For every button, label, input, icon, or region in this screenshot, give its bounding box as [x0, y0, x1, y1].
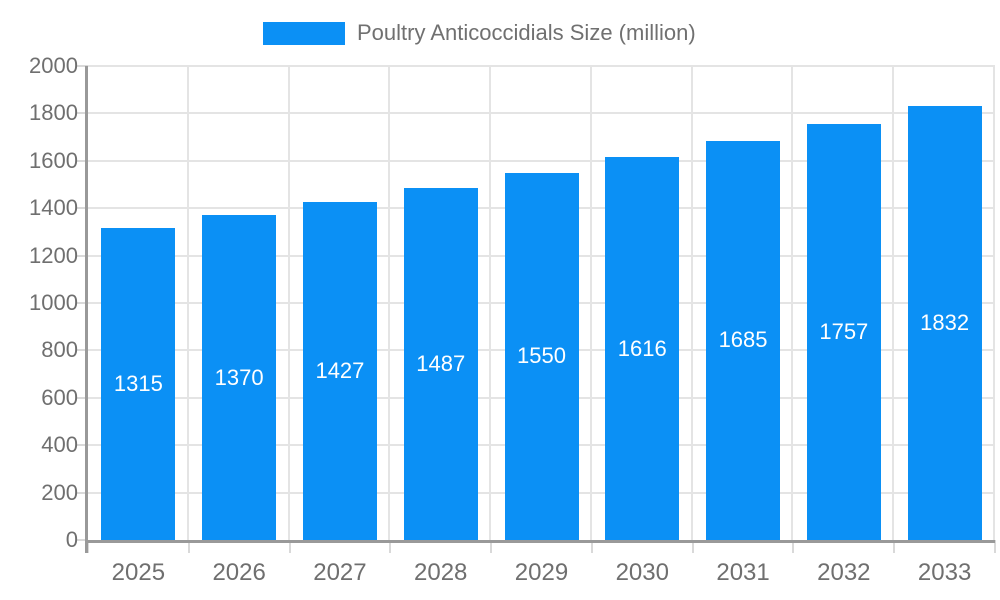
- y-axis-tick-label: 1200: [29, 242, 78, 268]
- y-axis-tick-label: 600: [41, 384, 78, 410]
- bar: [806, 123, 881, 540]
- x-gridline: [993, 66, 995, 540]
- y-axis-tick: [76, 254, 88, 257]
- y-axis-tick: [76, 112, 88, 115]
- y-axis-line: [85, 66, 88, 553]
- y-axis-tick: [76, 302, 88, 304]
- x-axis-tick: [691, 540, 694, 553]
- bar: [302, 201, 377, 540]
- bar: [605, 157, 680, 540]
- y-axis-tick-label: 800: [41, 337, 78, 363]
- y-axis-tick: [76, 444, 88, 447]
- x-axis-tick: [87, 540, 89, 553]
- bar: [706, 140, 781, 540]
- y-axis-tick-label: 0: [65, 527, 78, 552]
- x-axis-tick: [792, 540, 795, 553]
- y-axis-tick-label: 1600: [29, 147, 78, 173]
- bar: [101, 228, 176, 540]
- bar-value-label: 1487: [416, 350, 466, 376]
- y-axis-tick: [76, 349, 88, 352]
- bar-value-label: 1315: [113, 371, 163, 397]
- x-gridline: [489, 66, 492, 540]
- legend-label: Poultry Anticoccidials Size (million): [357, 20, 696, 45]
- x-axis-tick: [893, 540, 896, 553]
- x-axis-tick-label: 2027: [313, 559, 367, 586]
- y-gridline: [88, 65, 995, 67]
- legend-swatch: [263, 21, 345, 45]
- bar: [504, 172, 579, 540]
- bar-value-label: 1757: [819, 318, 869, 344]
- y-axis-tick-label: 1000: [29, 290, 78, 315]
- x-axis-tick-label: 2025: [111, 559, 166, 586]
- y-axis-tick-label: 1400: [29, 195, 78, 221]
- x-axis-tick-label: 2030: [615, 559, 669, 586]
- x-axis-tick: [590, 540, 593, 553]
- x-gridline: [287, 66, 290, 540]
- x-axis-tick-label: 2026: [212, 559, 266, 586]
- y-gridline: [88, 159, 995, 162]
- x-axis-tick: [288, 540, 291, 553]
- x-axis-tick: [389, 540, 392, 553]
- y-axis-tick: [76, 396, 88, 399]
- y-axis-tick-label: 200: [41, 479, 78, 505]
- x-gridline: [690, 66, 693, 540]
- x-gridline: [589, 66, 592, 540]
- x-gridline: [791, 66, 794, 540]
- bar-value-label: 1685: [718, 327, 768, 353]
- y-axis-tick-label: 400: [41, 432, 78, 458]
- x-gridline: [186, 66, 189, 540]
- y-gridline: [88, 112, 995, 115]
- x-axis-tick-label: 2033: [917, 559, 972, 586]
- y-axis-tick: [76, 207, 88, 210]
- x-axis-tick: [187, 540, 190, 553]
- bar-value-label: 1370: [214, 364, 264, 390]
- y-axis-tick: [76, 159, 88, 162]
- y-axis-tick: [76, 539, 88, 541]
- y-axis-tick-label: 1800: [29, 100, 78, 126]
- bar: [202, 215, 277, 540]
- x-axis-tick-label: 2028: [414, 559, 468, 586]
- x-axis-line: [88, 540, 995, 543]
- bar: [907, 105, 982, 540]
- bar: [403, 187, 478, 540]
- y-axis-tick: [76, 65, 88, 67]
- x-gridline: [388, 66, 391, 540]
- x-axis-tick-label: 2029: [514, 559, 569, 586]
- x-axis-tick: [994, 540, 996, 553]
- bar-value-label: 1550: [517, 343, 566, 369]
- y-axis-tick: [76, 491, 88, 494]
- y-axis-tick-label: 2000: [29, 53, 78, 78]
- legend: Poultry Anticoccidials Size (million): [263, 20, 696, 46]
- x-axis-tick-label: 2032: [817, 559, 871, 586]
- x-gridline: [892, 66, 895, 540]
- x-axis-tick-label: 2031: [716, 559, 770, 586]
- bar-value-label: 1616: [617, 335, 667, 361]
- x-axis-tick: [490, 540, 493, 553]
- bar-value-label: 1427: [315, 357, 365, 383]
- bar-value-label: 1832: [920, 309, 970, 335]
